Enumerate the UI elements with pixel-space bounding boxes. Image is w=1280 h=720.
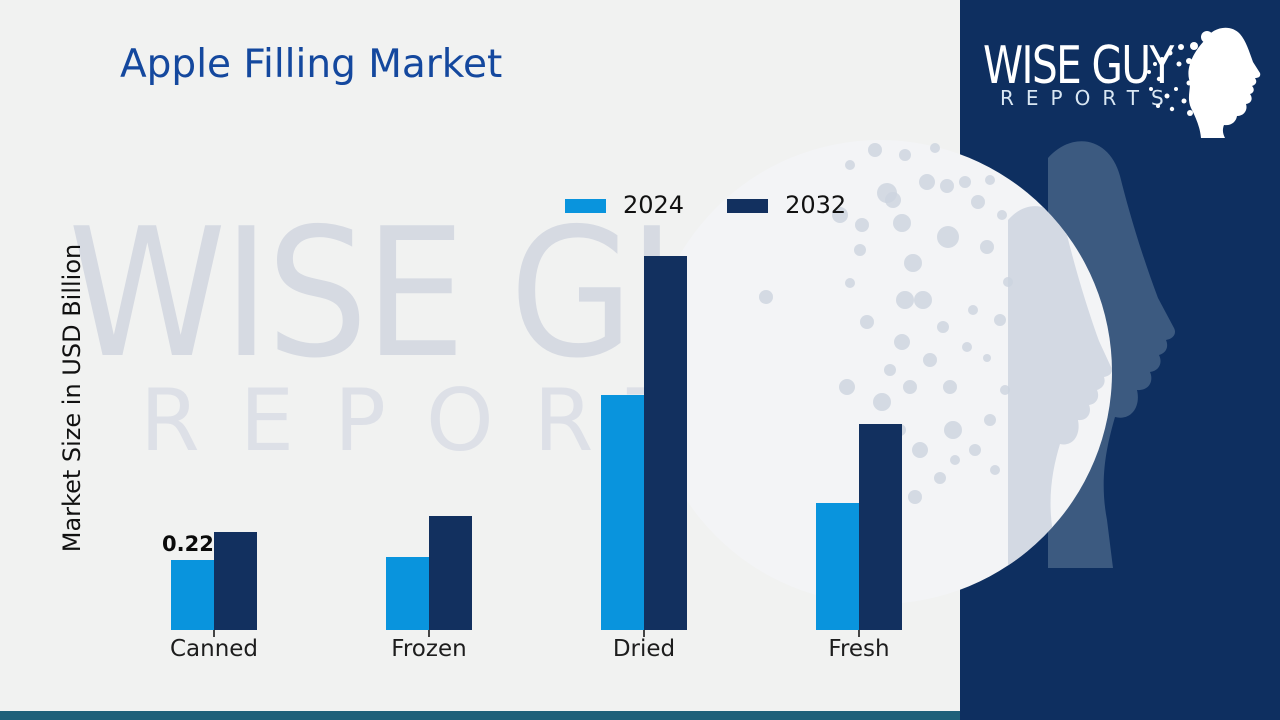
watermark-dot bbox=[903, 380, 917, 394]
bar-canned-2032 bbox=[214, 532, 257, 630]
watermark-dot bbox=[845, 160, 855, 170]
watermark-dot bbox=[894, 334, 910, 350]
watermark-dot bbox=[937, 226, 959, 248]
x-label-frozen: Frozen bbox=[391, 636, 467, 662]
watermark-dot bbox=[896, 291, 914, 309]
page-title: Apple Filling Market bbox=[120, 42, 503, 87]
x-tick-frozen bbox=[428, 630, 430, 637]
watermark-dot bbox=[914, 291, 932, 309]
watermark-dot bbox=[930, 143, 940, 153]
watermark-dot bbox=[969, 444, 981, 456]
watermark-dot bbox=[983, 354, 991, 362]
watermark-dot bbox=[908, 490, 922, 504]
watermark-dot bbox=[912, 442, 928, 458]
y-axis-label: Market Size in USD Billion bbox=[58, 243, 86, 553]
watermark-dot bbox=[832, 207, 848, 223]
watermark-dot bbox=[860, 315, 874, 329]
x-label-canned: Canned bbox=[169, 636, 259, 662]
x-label-dried: Dried bbox=[612, 636, 676, 662]
watermark-dot bbox=[962, 342, 972, 352]
chart-legend: 2024 2032 bbox=[565, 191, 846, 219]
watermark-dot bbox=[873, 393, 891, 411]
watermark-dot bbox=[985, 175, 995, 185]
watermark-dot bbox=[990, 465, 1000, 475]
watermark-dot bbox=[919, 174, 935, 190]
wiseguy-logo: WISE GUY REPORTS bbox=[960, 0, 1280, 160]
watermark-dot bbox=[1003, 277, 1013, 287]
watermark-dot bbox=[943, 380, 957, 394]
bar-fresh-2024 bbox=[816, 503, 859, 630]
watermark-dot bbox=[868, 143, 882, 157]
watermark-dot bbox=[759, 290, 773, 304]
watermark-dot bbox=[904, 254, 922, 272]
watermark-dot bbox=[968, 305, 978, 315]
x-label-fresh: Fresh bbox=[828, 636, 890, 662]
logo-wiseguy-text: WISE GUY bbox=[983, 36, 1174, 96]
legend-label-2024: 2024 bbox=[623, 191, 685, 219]
watermark-dot bbox=[1000, 385, 1010, 395]
watermark-dot bbox=[944, 421, 962, 439]
watermark-dot bbox=[950, 455, 960, 465]
watermark-dot bbox=[893, 214, 911, 232]
watermark-dot bbox=[980, 240, 994, 254]
x-tick-canned bbox=[213, 630, 215, 637]
bar-dried-2024 bbox=[601, 395, 644, 630]
legend-swatch-2032 bbox=[727, 199, 769, 213]
watermark-dot bbox=[884, 364, 896, 376]
bar-fresh-2032 bbox=[859, 424, 902, 630]
legend-swatch-2024 bbox=[565, 199, 606, 213]
x-tick-dried bbox=[643, 630, 645, 637]
logo-reports-text: REPORTS bbox=[1000, 86, 1176, 110]
bar-frozen-2024 bbox=[386, 557, 429, 630]
watermark-dot bbox=[845, 278, 855, 288]
watermark-dot bbox=[959, 176, 971, 188]
x-tick-fresh bbox=[858, 630, 860, 637]
bottom-accent-bar bbox=[0, 711, 1280, 720]
watermark-dot bbox=[937, 321, 949, 333]
watermark-dot bbox=[899, 149, 911, 161]
watermark-dot bbox=[940, 179, 954, 193]
watermark-dot bbox=[997, 210, 1007, 220]
watermark-dot bbox=[984, 414, 996, 426]
bar-dried-2032 bbox=[644, 256, 687, 630]
bar-value-label: 0.22 bbox=[162, 532, 214, 556]
watermark-dot bbox=[923, 353, 937, 367]
bar-frozen-2032 bbox=[429, 516, 472, 630]
watermark-dot bbox=[855, 218, 869, 232]
watermark-dot bbox=[885, 192, 901, 208]
watermark-dot bbox=[839, 379, 855, 395]
legend-label-2032: 2032 bbox=[785, 191, 847, 219]
wiseguy-head-icon bbox=[1147, 27, 1261, 138]
face-silhouette-gray-icon bbox=[1008, 206, 1112, 575]
watermark-dot bbox=[994, 314, 1006, 326]
watermark-dot bbox=[971, 195, 985, 209]
bar-canned-2024 bbox=[171, 560, 214, 630]
watermark-dot bbox=[934, 472, 946, 484]
watermark-dot bbox=[854, 244, 866, 256]
